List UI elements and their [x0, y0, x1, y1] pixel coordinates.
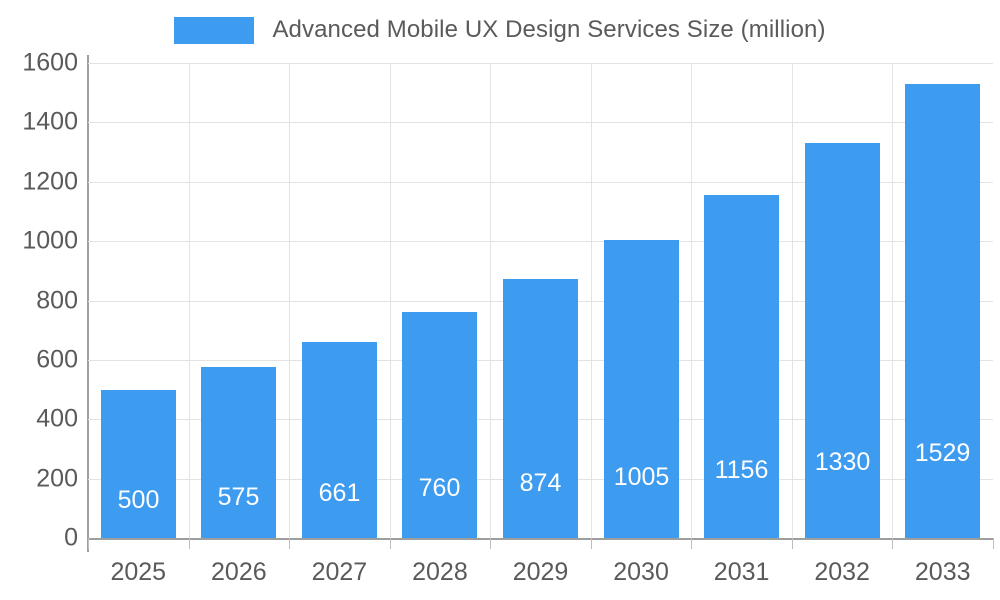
gridline — [88, 63, 993, 64]
y-axis-line — [87, 55, 89, 552]
bar[interactable]: 575 — [201, 367, 276, 538]
y-axis-tick-label: 1000 — [22, 226, 78, 255]
category-separator — [189, 63, 190, 538]
gridline — [88, 241, 993, 243]
y-axis-tick-label: 600 — [36, 345, 78, 374]
bar[interactable]: 500 — [101, 389, 176, 538]
x-axis-tick — [390, 538, 391, 549]
y-axis-tick-label: 200 — [36, 464, 78, 493]
x-axis-tick — [289, 538, 290, 549]
bar-value-label: 661 — [318, 478, 361, 507]
x-axis-tick — [892, 538, 893, 549]
y-axis-labels: 0 200 400 600 800 1000 1200 1400 1600 — [0, 0, 78, 600]
x-axis-tick-label: 2026 — [211, 558, 267, 586]
bar[interactable]: 760 — [402, 312, 477, 538]
category-separator — [591, 63, 592, 538]
x-axis-tick-label: 2029 — [512, 558, 569, 586]
category-separator — [289, 63, 290, 538]
bar-value-label: 500 — [117, 486, 160, 514]
bar-value-label: 1005 — [613, 462, 670, 491]
y-axis-tick-label: 400 — [36, 404, 78, 433]
x-axis-tick — [591, 538, 592, 549]
x-axis-baseline — [88, 538, 993, 540]
y-axis-tick-label: 800 — [36, 286, 78, 314]
x-axis-tick-label: 2031 — [713, 558, 770, 586]
category-separator — [490, 63, 491, 538]
gridline — [88, 122, 993, 124]
y-axis-tick-label: 1200 — [22, 167, 78, 196]
bar[interactable]: 1330 — [805, 143, 880, 538]
bar-value-label: 1156 — [714, 455, 769, 484]
x-axis-tick — [189, 538, 190, 549]
legend-color-swatch — [174, 16, 255, 44]
bar[interactable]: 1529 — [905, 84, 980, 538]
category-separator — [892, 63, 893, 538]
gridline — [88, 181, 993, 183]
y-axis-tick-label: 0 — [64, 523, 78, 552]
bar-value-label: 760 — [418, 474, 461, 503]
y-axis-tick-label: 1400 — [22, 107, 78, 136]
plot-area: 500 575 661 760 874 1005 1156 1330 1529 — [88, 63, 994, 549]
category-separator — [792, 63, 793, 538]
x-axis-tick-label: 2025 — [110, 558, 167, 586]
bar-value-label: 1529 — [914, 438, 971, 467]
bar-value-label: 575 — [217, 482, 260, 511]
x-axis-tick — [88, 538, 89, 549]
bar[interactable]: 661 — [302, 341, 377, 538]
x-axis-tick-label: 2032 — [814, 558, 870, 586]
category-separator — [390, 63, 391, 538]
bar-value-label: 1330 — [814, 447, 871, 476]
bar[interactable]: 1156 — [704, 194, 779, 538]
x-axis-tick — [792, 538, 793, 549]
x-axis-tick — [993, 538, 994, 549]
x-axis-tick-label: 2027 — [311, 558, 368, 586]
x-axis-tick-label: 2028 — [412, 558, 468, 586]
bar-value-label: 874 — [519, 468, 562, 497]
category-separator — [691, 63, 692, 538]
x-axis-tick — [490, 538, 491, 549]
y-axis-tick-label: 1600 — [22, 48, 78, 77]
legend-label: Advanced Mobile UX Design Services Size … — [272, 16, 826, 43]
x-axis-tick — [691, 538, 692, 549]
x-axis-labels: 2025 2026 2027 2028 2029 2030 2031 2032 2033 — [88, 558, 993, 600]
x-axis-tick-label: 2030 — [613, 558, 669, 586]
chart-legend: Advanced Mobile UX Design Services Size … — [0, 12, 1000, 48]
bar[interactable]: 1005 — [604, 239, 679, 538]
bar[interactable]: 874 — [503, 278, 578, 538]
x-axis-tick-label: 2033 — [914, 558, 971, 586]
